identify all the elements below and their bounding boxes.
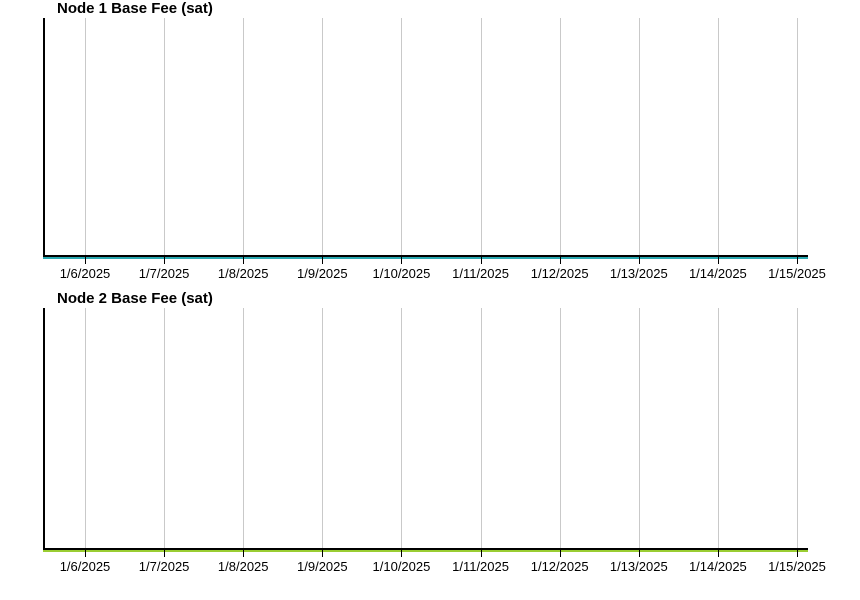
gridline <box>559 18 561 255</box>
x-tick-label: 1/7/2025 <box>138 266 190 281</box>
x-tick <box>322 257 324 264</box>
x-tick-label: 1/11/2025 <box>452 559 509 574</box>
chart-node2-base-fee: Node 2 Base Fee (sat) 1/6/2025 1/7/2025 1/… <box>0 290 860 574</box>
gridline <box>717 308 719 548</box>
gridline <box>796 308 798 548</box>
gridline <box>480 18 482 255</box>
plot-area: 1/6/2025 1/7/2025 1/8/2025 1/9/2025 1/10/202… <box>43 308 826 574</box>
x-tick-label: 1/15/2025 <box>768 559 826 574</box>
gridline <box>717 18 719 255</box>
x-tick <box>164 550 166 557</box>
gridline <box>322 308 324 548</box>
x-tick <box>401 257 403 264</box>
x-tick <box>85 257 86 264</box>
x-tick-label: 1/8/2025 <box>217 266 269 281</box>
gridline <box>401 18 403 255</box>
x-tick-label: 1/12/2025 <box>530 559 589 574</box>
gridline <box>164 18 166 255</box>
x-tick <box>559 257 561 264</box>
x-tick <box>243 550 245 557</box>
x-tick <box>638 257 640 264</box>
x-tick <box>401 550 403 557</box>
x-tick-label: 1/11/2025 <box>452 266 509 281</box>
x-tick-label: 1/6/2025 <box>59 559 111 574</box>
x-tick <box>796 550 798 557</box>
x-tick-label: 1/9/2025 <box>297 559 348 574</box>
chart-node1-base-fee: Node 1 Base Fee (sat) 1/6/2025 1/7/2025 1/… <box>0 0 860 284</box>
x-tick-label: 1/7/2025 <box>138 559 190 574</box>
data-line <box>43 550 808 552</box>
gridline <box>85 18 86 255</box>
x-tick-label: 1/8/2025 <box>217 559 269 574</box>
gridline <box>164 308 166 548</box>
x-tick <box>717 257 719 264</box>
gridline <box>638 18 640 255</box>
x-tick <box>796 257 798 264</box>
x-tick-label: 1/10/2025 <box>372 266 431 281</box>
chart-title: Node 2 Base Fee (sat) <box>57 290 213 307</box>
gridline <box>401 308 403 548</box>
x-tick <box>717 550 719 557</box>
gridline <box>243 18 245 255</box>
x-tick <box>322 550 324 557</box>
chart-title: Node 1 Base Fee (sat) <box>57 0 213 17</box>
gridline <box>796 18 798 255</box>
x-tick <box>638 550 640 557</box>
gridline <box>243 308 245 548</box>
x-tick <box>164 257 166 264</box>
x-tick-label: 1/6/2025 <box>59 266 111 281</box>
x-tick-label: 1/10/2025 <box>372 559 431 574</box>
x-axis <box>43 548 808 550</box>
gridline <box>559 308 561 548</box>
x-tick-label: 1/13/2025 <box>609 559 668 574</box>
x-tick <box>85 550 86 557</box>
x-tick-label: 1/12/2025 <box>530 266 589 281</box>
x-tick <box>243 257 245 264</box>
x-tick-label: 1/14/2025 <box>688 559 747 574</box>
gridline <box>322 18 324 255</box>
gridline <box>85 308 86 548</box>
x-tick-label: 1/9/2025 <box>297 266 348 281</box>
x-tick <box>559 550 561 557</box>
data-line <box>43 257 808 259</box>
plot-area: 1/6/2025 1/7/2025 1/8/2025 1/9/2025 1/10/202… <box>43 18 826 281</box>
gridline <box>480 308 482 548</box>
x-tick <box>480 257 482 264</box>
x-tick-label: 1/13/2025 <box>609 266 668 281</box>
gridline <box>638 308 640 548</box>
x-tick-label: 1/15/2025 <box>768 266 826 281</box>
x-tick-label: 1/14/2025 <box>688 266 747 281</box>
x-tick <box>480 550 482 557</box>
y-axis <box>43 308 45 550</box>
y-axis <box>43 18 45 257</box>
x-axis <box>43 255 808 257</box>
